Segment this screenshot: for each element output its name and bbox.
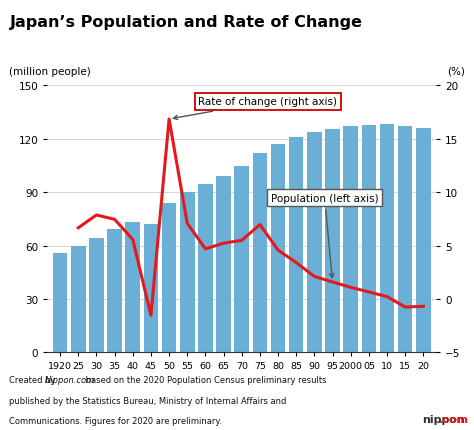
- Bar: [198, 185, 213, 353]
- Text: .com: .com: [439, 414, 469, 424]
- Text: Japan’s Population and Rate of Change: Japan’s Population and Rate of Change: [9, 15, 363, 30]
- Bar: [380, 125, 394, 353]
- Text: Nippon.com: Nippon.com: [45, 375, 95, 384]
- Text: based on the 2020 Population Census preliminary results: based on the 2020 Population Census prel…: [83, 375, 327, 384]
- Bar: [362, 126, 376, 353]
- Bar: [344, 127, 358, 353]
- Bar: [126, 223, 140, 353]
- Text: Rate of change (right axis): Rate of change (right axis): [173, 97, 337, 120]
- Bar: [289, 138, 303, 353]
- Bar: [271, 144, 285, 353]
- Bar: [89, 238, 104, 353]
- Bar: [162, 203, 176, 353]
- Bar: [216, 176, 231, 353]
- Text: nippon: nippon: [422, 414, 465, 424]
- Bar: [398, 127, 412, 353]
- Bar: [235, 166, 249, 353]
- Bar: [180, 193, 194, 353]
- Bar: [416, 128, 431, 353]
- Text: published by the Statistics Bureau, Ministry of Internal Affairs and: published by the Statistics Bureau, Mini…: [9, 396, 287, 405]
- Bar: [107, 230, 122, 353]
- Bar: [325, 129, 340, 353]
- Bar: [253, 154, 267, 353]
- Text: Population (left axis): Population (left axis): [271, 193, 378, 278]
- Bar: [71, 246, 85, 353]
- Text: Communications. Figures for 2020 are preliminary.: Communications. Figures for 2020 are pre…: [9, 416, 222, 425]
- Text: Created by: Created by: [9, 375, 59, 384]
- Text: (million people): (million people): [9, 67, 91, 77]
- Bar: [307, 133, 322, 353]
- Bar: [53, 253, 67, 353]
- Text: (%): (%): [447, 67, 465, 77]
- Bar: [144, 224, 158, 353]
